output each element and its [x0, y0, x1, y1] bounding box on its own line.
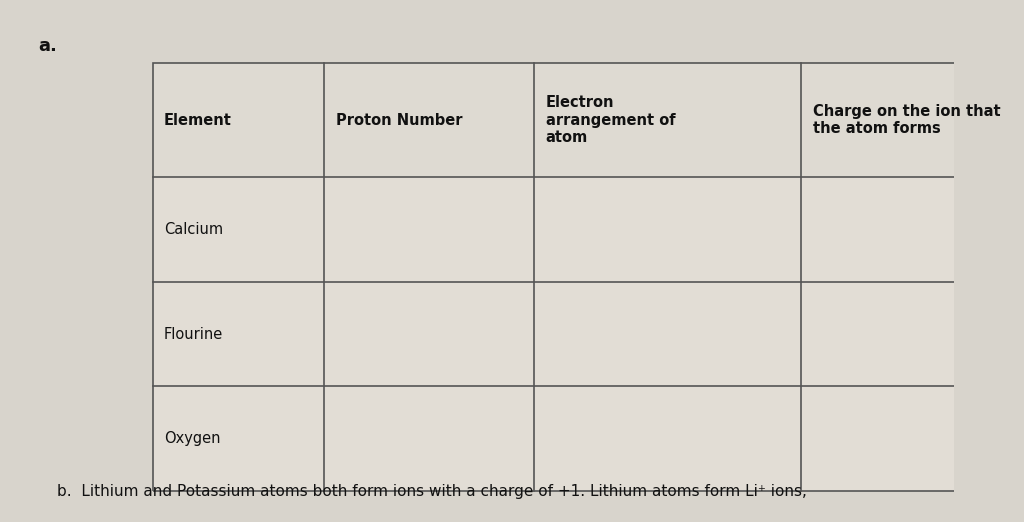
Text: Proton Number: Proton Number: [336, 113, 462, 127]
Bar: [153, 386, 1024, 491]
Text: b.  Lithium and Potassium atoms both form ions with a charge of +1. Lithium atom: b. Lithium and Potassium atoms both form…: [57, 483, 807, 499]
Bar: [153, 63, 1024, 491]
Text: a.: a.: [38, 37, 57, 54]
Bar: [153, 63, 1024, 177]
Text: Flourine: Flourine: [164, 327, 223, 341]
Bar: [153, 177, 1024, 282]
Text: Oxygen: Oxygen: [164, 431, 220, 446]
Text: Electron
arrangement of
atom: Electron arrangement of atom: [546, 95, 675, 145]
Text: Charge on the ion that
the atom forms: Charge on the ion that the atom forms: [813, 104, 1000, 136]
Bar: [153, 282, 1024, 386]
Text: Calcium: Calcium: [164, 222, 223, 237]
Text: Element: Element: [164, 113, 231, 127]
